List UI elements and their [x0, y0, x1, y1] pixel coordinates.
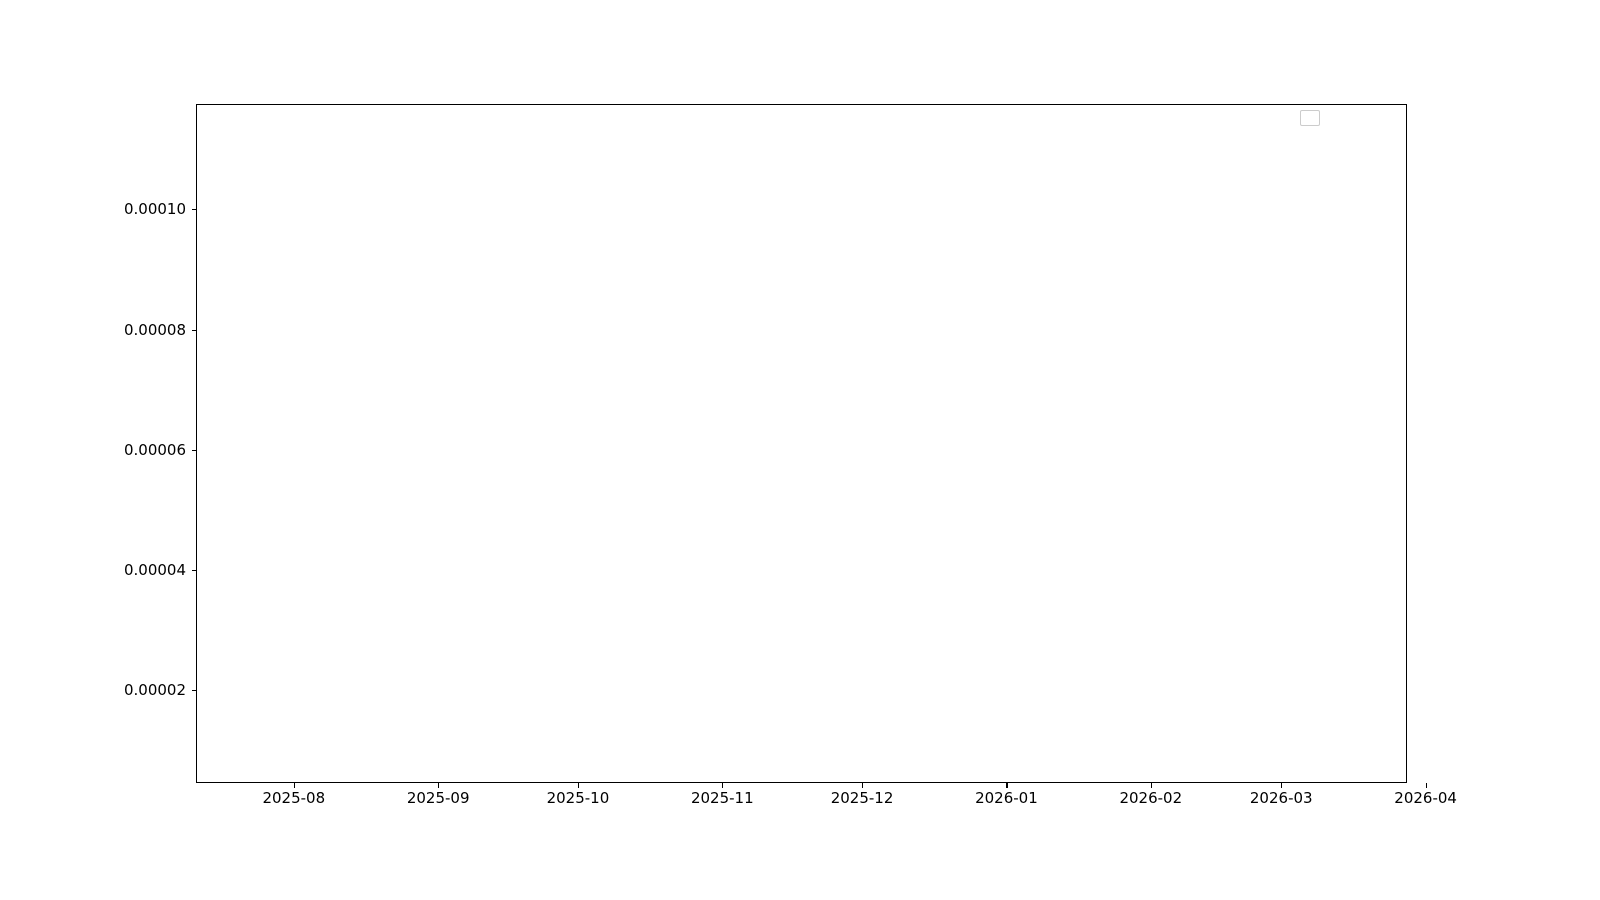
y-tick-label: 0.00006: [123, 440, 186, 459]
y-tick-mark: [192, 570, 197, 572]
y-tick-label: 0.00010: [123, 200, 186, 219]
y-tick-label: 0.00004: [123, 561, 186, 580]
x-tick-mark: [293, 783, 295, 788]
x-tick-label: 2026-04: [1394, 789, 1457, 807]
y-axis-tick-labels: 0.00002 0.00004 0.00006 0.00008 0.00010: [0, 104, 186, 783]
x-tick-label: 2025-08: [262, 789, 326, 807]
x-tick-label: 2026-01: [975, 789, 1038, 807]
x-tick-label: 2026-02: [1119, 789, 1183, 807]
x-tick-mark: [862, 783, 864, 788]
y-tick-label: 0.00008: [123, 320, 186, 339]
plot-area: [196, 104, 1407, 783]
x-tick-label: 2025-09: [406, 789, 470, 807]
y-tick-label: 0.00002: [123, 681, 186, 700]
x-tick-mark: [438, 783, 440, 788]
y-tick-mark: [192, 209, 197, 211]
x-tick-label: 2026-03: [1249, 789, 1313, 807]
x-tick-mark: [1281, 783, 1283, 788]
y-tick-mark: [192, 690, 197, 692]
x-tick-mark: [1150, 783, 1152, 788]
x-tick-label: 2025-11: [690, 789, 754, 807]
x-tick-mark: [722, 783, 724, 788]
chart-lines: [196, 104, 1407, 783]
x-tick-mark: [1425, 783, 1427, 788]
x-axis-tick-labels: 2025-08 2025-09 2025-10 2025-11 2025-12 2026-…: [196, 789, 1457, 819]
x-tick-mark: [1006, 783, 1008, 788]
y-tick-mark: [192, 449, 197, 451]
x-tick-label: 2025-10: [546, 789, 610, 807]
x-tick-mark: [577, 783, 580, 788]
chart-legend: [1300, 110, 1320, 126]
x-tick-label: 2025-12: [830, 789, 894, 807]
y-tick-mark: [192, 329, 197, 331]
